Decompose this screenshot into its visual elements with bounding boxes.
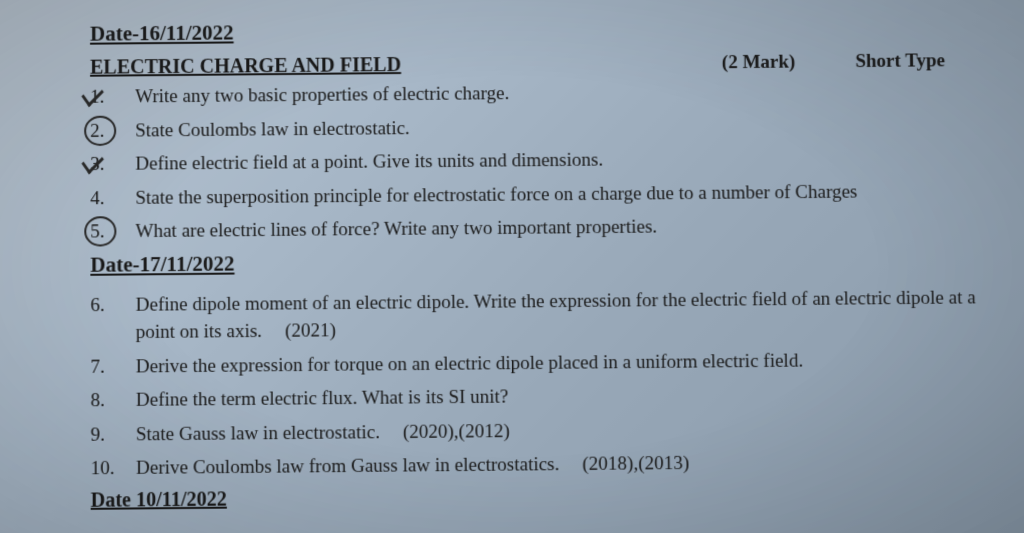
section-header-row: ELECTRIC CHARGE AND FIELD (2 Mark) Short… — [90, 49, 985, 80]
question-item: 4. State the superposition principle for… — [90, 177, 987, 213]
question-text: Define the term electric flux. What is i… — [136, 380, 991, 415]
question-item: 2. State Coulombs law in electrostatic. — [90, 110, 986, 145]
question-number: 6. — [90, 291, 135, 319]
question-number: 3. — [90, 151, 135, 179]
question-item: 7. Derive the expression for torque on a… — [90, 346, 990, 382]
section-title: ELECTRIC CHARGE AND FIELD — [90, 54, 401, 80]
question-item: 6. Define dipole moment of an electric d… — [90, 284, 989, 348]
date-header-2: Date-17/11/2022 — [90, 244, 988, 277]
marks-label: (2 Mark) — [722, 52, 796, 75]
question-body: Define dipole moment of an electric dipo… — [136, 287, 976, 343]
question-number: 1. — [90, 83, 135, 111]
question-text: Define dipole moment of an electric dipo… — [136, 284, 990, 347]
question-list-block-1: 1. Write any two basic properties of ele… — [90, 76, 988, 246]
question-body: Derive the expression for torque on an e… — [136, 350, 804, 377]
question-body: Derive Coulombs law from Gauss law in el… — [136, 454, 560, 479]
question-text: State Gauss law in electrostatic. (2020)… — [136, 414, 992, 449]
question-number: 10. — [91, 455, 136, 483]
question-text: State Coulombs law in electrostatic. — [135, 110, 986, 145]
question-text: Derive the expression for torque on an e… — [136, 346, 991, 381]
question-item: 8. Define the term electric flux. What i… — [91, 380, 991, 416]
question-text: Write any two basic properties of electr… — [135, 76, 986, 111]
question-body: Define the term electric flux. What is i… — [136, 387, 509, 412]
question-text: Derive Coulombs law from Gauss law in el… — [136, 448, 992, 484]
question-number: 8. — [91, 387, 136, 415]
question-number: 9. — [91, 421, 136, 449]
year-reference: (2021) — [285, 320, 336, 342]
question-item: 9. State Gauss law in electrostatic. (20… — [91, 414, 992, 450]
question-body: State Gauss law in electrostatic. — [136, 422, 380, 445]
question-number: 2. — [90, 117, 135, 145]
question-item: 1. Write any two basic properties of ele… — [90, 76, 986, 111]
date-header-1: Date-16/11/2022 — [90, 14, 985, 47]
question-type-label: Short Type — [855, 50, 945, 73]
date-header-cut: Date 10/11/2022 — [91, 482, 993, 513]
question-text: Define electric field at a point. Give i… — [135, 143, 987, 178]
question-item: 10. Derive Coulombs law from Gauss law i… — [91, 448, 992, 484]
question-item: 3. Define electric field at a point. Giv… — [90, 143, 987, 179]
question-list-block-2: 6. Define dipole moment of an electric d… — [90, 284, 992, 484]
year-reference: (2018),(2013) — [582, 453, 689, 475]
year-reference: (2020),(2012) — [403, 421, 510, 443]
question-item: 5. What are electric lines of force? Wri… — [90, 211, 988, 247]
document-page: Date-16/11/2022 ELECTRIC CHARGE AND FIEL… — [0, 0, 1024, 532]
question-number: 5. — [90, 218, 135, 246]
question-number: 7. — [90, 353, 135, 381]
question-text: State the superposition principle for el… — [135, 177, 987, 212]
question-text: What are electric lines of force? Write … — [135, 211, 988, 246]
question-number: 4. — [90, 184, 135, 212]
